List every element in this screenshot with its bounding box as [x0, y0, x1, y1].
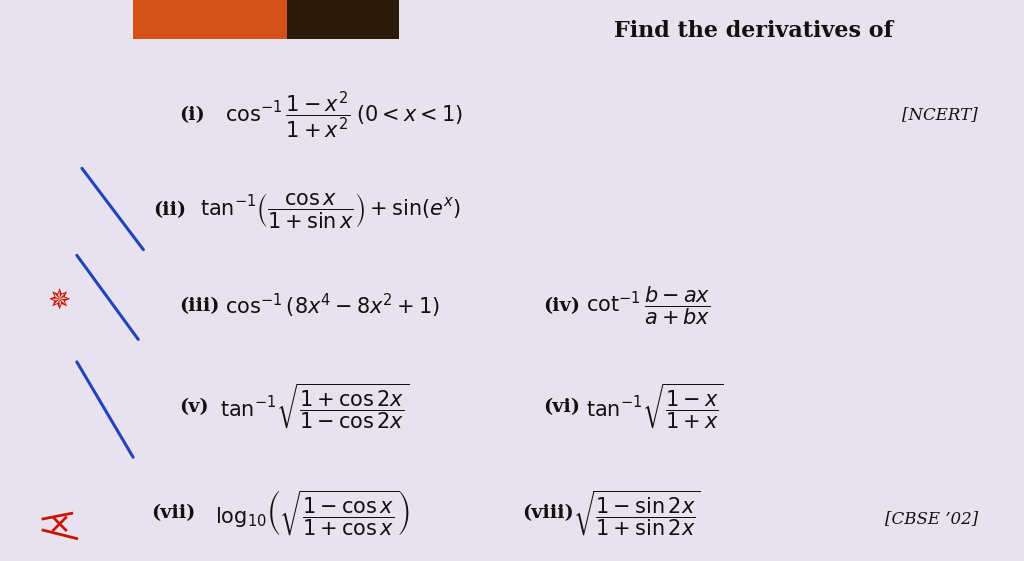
- Text: [CBSE ’02]: [CBSE ’02]: [885, 511, 978, 527]
- Text: (v): (v): [179, 398, 209, 416]
- Text: $\log_{10}\!\left(\sqrt{\dfrac{1-\cos x}{1+\cos x}}\right)$: $\log_{10}\!\left(\sqrt{\dfrac{1-\cos x}…: [215, 489, 410, 538]
- Text: ✵: ✵: [48, 287, 71, 315]
- Text: (vii): (vii): [152, 504, 196, 522]
- Text: $\tan^{-1}\!\left(\dfrac{\cos x}{1+\sin x}\right)+\sin(e^x)$: $\tan^{-1}\!\left(\dfrac{\cos x}{1+\sin …: [200, 191, 461, 230]
- FancyBboxPatch shape: [133, 0, 338, 39]
- Text: (iii): (iii): [179, 297, 220, 315]
- Text: (viii): (viii): [522, 504, 574, 522]
- Text: (ii): (ii): [154, 201, 186, 219]
- FancyBboxPatch shape: [287, 0, 399, 39]
- Text: (iv): (iv): [543, 297, 580, 315]
- Text: $\cot^{-1}\dfrac{b-ax}{a+bx}$: $\cot^{-1}\dfrac{b-ax}{a+bx}$: [586, 284, 710, 327]
- Text: ✕: ✕: [48, 512, 71, 540]
- Text: [NCERT]: [NCERT]: [902, 107, 978, 123]
- Text: $\tan^{-1}\!\sqrt{\dfrac{1-x}{1+x}}$: $\tan^{-1}\!\sqrt{\dfrac{1-x}{1+x}}$: [586, 382, 723, 431]
- Text: $\tan^{-1}\!\sqrt{\dfrac{1+\cos 2x}{1-\cos 2x}}$: $\tan^{-1}\!\sqrt{\dfrac{1+\cos 2x}{1-\c…: [220, 382, 410, 431]
- Text: (vi): (vi): [543, 398, 580, 416]
- Text: (i): (i): [179, 106, 205, 124]
- Text: $\sqrt{\dfrac{1-\sin 2x}{1+\sin 2x}}$: $\sqrt{\dfrac{1-\sin 2x}{1+\sin 2x}}$: [573, 489, 701, 538]
- Text: $\cos^{-1}(8x^4-8x^2+1)$: $\cos^{-1}(8x^4-8x^2+1)$: [225, 292, 440, 320]
- Text: Find the derivatives of: Find the derivatives of: [614, 20, 894, 42]
- Text: $\cos^{-1}\dfrac{1-x^2}{1+x^2}\;(0 < x < 1)$: $\cos^{-1}\dfrac{1-x^2}{1+x^2}\;(0 < x <…: [225, 89, 463, 141]
